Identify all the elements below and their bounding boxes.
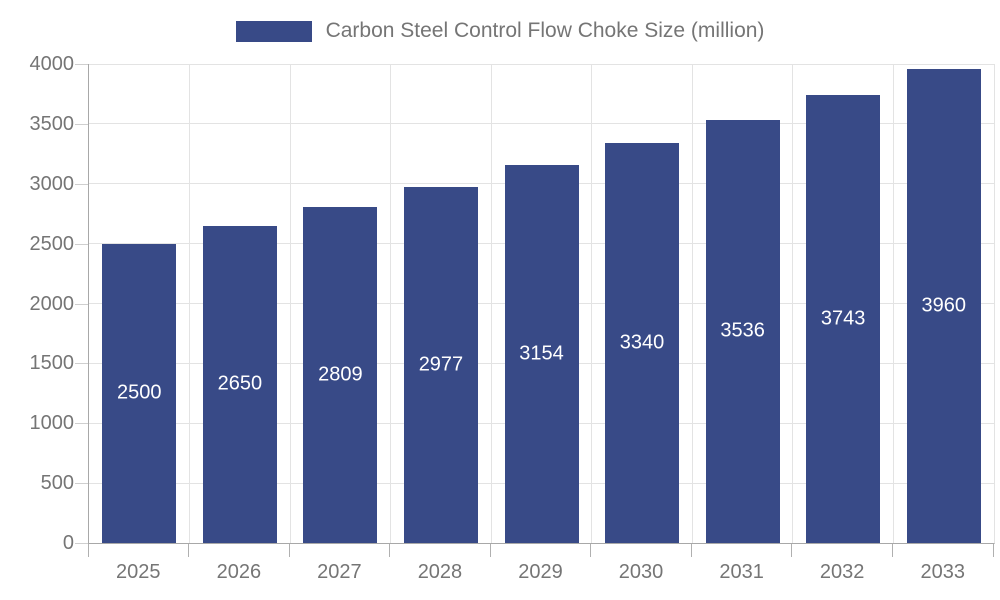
y-axis-tick-label: 1000 <box>29 412 75 435</box>
plot-area: 2500 2650 2809 2977 3154 3340 3536 3743 3960 <box>88 63 995 544</box>
y-tick-mark <box>75 363 88 365</box>
y-axis-tick-label: 2000 <box>29 292 75 315</box>
y-tick-mark <box>75 483 88 485</box>
x-axis-tick-label: 2025 <box>116 561 161 583</box>
y-axis-tick-label: 500 <box>40 472 74 495</box>
bar-value-label: 2809 <box>318 363 363 386</box>
x-axis-tick-label: 2028 <box>417 561 463 583</box>
x-tick-mark <box>188 544 190 557</box>
v-gridline <box>691 64 693 543</box>
v-gridline <box>591 64 593 543</box>
x-tick-mark <box>389 544 391 557</box>
y-axis-tick-label: 0 <box>62 532 74 554</box>
bar[interactable]: 3743 <box>806 94 881 543</box>
y-axis-tick-label: 2500 <box>29 232 75 255</box>
x-tick-mark <box>791 544 793 557</box>
y-axis-tick-label: 3500 <box>29 112 75 135</box>
x-tick-mark <box>690 544 692 557</box>
y-tick-mark <box>75 64 88 65</box>
bar[interactable]: 3340 <box>605 143 680 543</box>
x-tick-mark <box>992 544 994 557</box>
x-tick-mark <box>87 544 89 557</box>
v-gridline <box>792 64 794 543</box>
y-tick-mark <box>75 303 88 305</box>
h-gridline <box>89 123 994 125</box>
bar-value-label: 2977 <box>418 353 464 376</box>
x-axis-tick-label: 2027 <box>317 561 362 583</box>
x-axis-tick-label: 2030 <box>618 561 664 583</box>
bar-value-label: 3154 <box>519 342 564 365</box>
y-axis-tick-label: 3000 <box>29 172 75 195</box>
v-gridline <box>892 64 894 543</box>
bar-value-label: 3960 <box>921 294 966 317</box>
y-tick-mark <box>75 423 88 425</box>
bar[interactable]: 2650 <box>202 225 277 543</box>
x-tick-mark <box>288 544 290 557</box>
bar-value-label: 2500 <box>117 381 162 404</box>
y-tick-mark <box>75 123 88 125</box>
bar-value-label: 3743 <box>820 307 866 330</box>
legend-swatch-icon <box>235 20 312 42</box>
bar[interactable]: 3154 <box>504 165 579 543</box>
y-tick-mark <box>75 183 88 185</box>
y-tick-mark <box>75 543 88 544</box>
x-tick-mark <box>590 544 592 557</box>
y-tick-mark <box>75 243 88 245</box>
bar-value-label: 3536 <box>720 319 765 342</box>
bar[interactable]: 2977 <box>403 186 478 543</box>
y-axis-tick-label: 4000 <box>29 53 75 75</box>
bar-value-label: 3340 <box>619 331 665 354</box>
legend-label: Carbon Steel Control Flow Choke Size (mi… <box>325 19 765 42</box>
x-tick-mark <box>891 544 893 557</box>
bar-value-label: 2650 <box>217 372 263 395</box>
v-gridline <box>189 64 191 543</box>
x-axis-tick-label: 2031 <box>719 561 764 583</box>
bar[interactable]: 3536 <box>705 119 780 543</box>
x-axis-tick-label: 2029 <box>518 561 563 583</box>
bar[interactable]: 2809 <box>303 206 378 543</box>
bar[interactable]: 2500 <box>102 243 177 543</box>
bar[interactable]: 3960 <box>906 68 981 543</box>
x-axis-tick-label: 2033 <box>920 561 965 583</box>
v-gridline <box>390 64 392 543</box>
v-gridline <box>289 64 291 543</box>
y-axis-tick-label: 1500 <box>29 352 75 375</box>
x-axis-tick-label: 2026 <box>216 561 262 583</box>
h-gridline <box>89 63 994 65</box>
x-axis-tick-label: 2032 <box>819 561 865 583</box>
x-tick-mark <box>489 544 491 557</box>
v-gridline <box>490 64 492 543</box>
legend[interactable]: Carbon Steel Control Flow Choke Size (mi… <box>0 19 1000 43</box>
